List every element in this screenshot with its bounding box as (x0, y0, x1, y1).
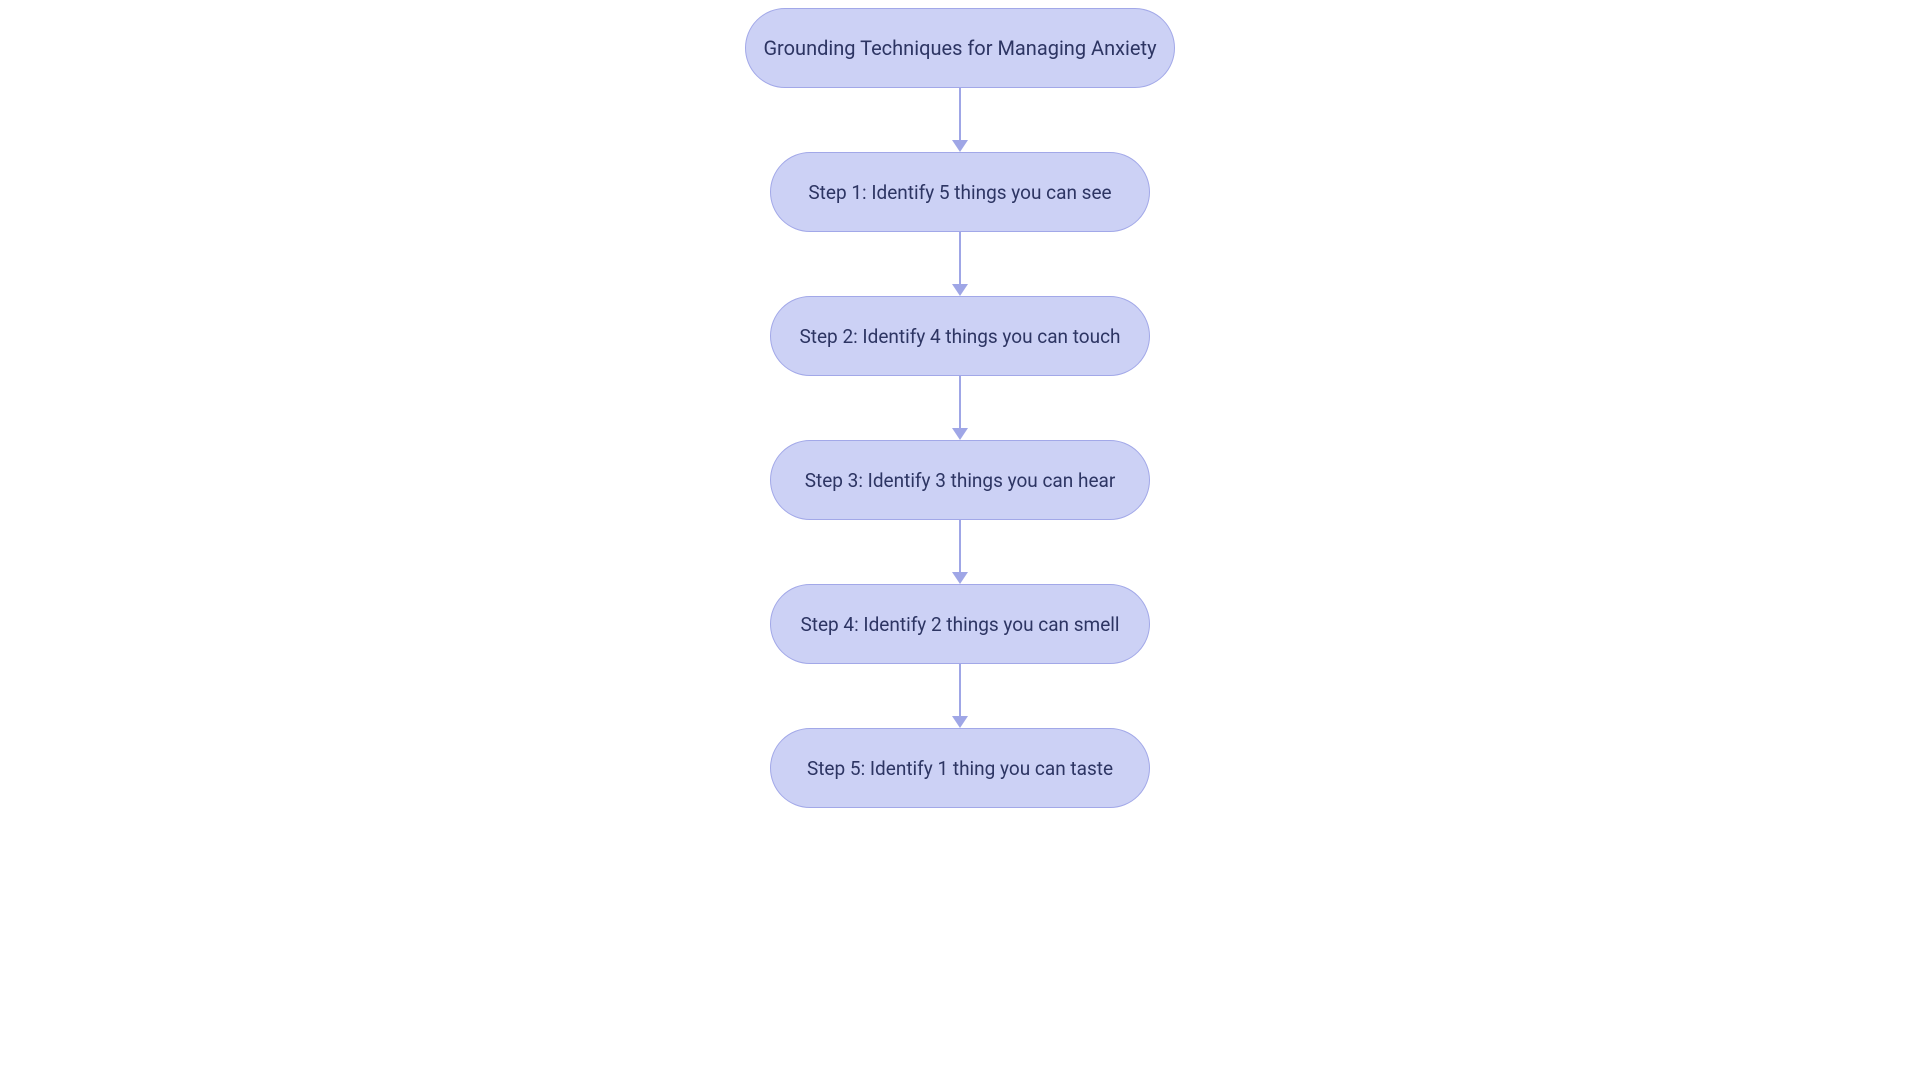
flowchart-arrow (952, 664, 968, 728)
arrow-head-icon (952, 284, 968, 296)
flowchart-arrow (952, 88, 968, 152)
arrow-line (959, 376, 961, 428)
flowchart-arrow (952, 376, 968, 440)
flowchart-arrow (952, 520, 968, 584)
flowchart-arrow (952, 232, 968, 296)
flowchart-step-label: Step 2: Identify 4 things you can touch (799, 325, 1120, 348)
arrow-head-icon (952, 428, 968, 440)
flowchart-step-label: Step 1: Identify 5 things you can see (808, 181, 1111, 204)
flowchart-step-node: Step 3: Identify 3 things you can hear (770, 440, 1150, 520)
flowchart-step-label: Step 3: Identify 3 things you can hear (805, 469, 1116, 492)
flowchart-step-node: Step 5: Identify 1 thing you can taste (770, 728, 1150, 808)
flowchart-title-node: Grounding Techniques for Managing Anxiet… (745, 8, 1175, 88)
arrow-head-icon (952, 572, 968, 584)
arrow-line (959, 232, 961, 284)
arrow-line (959, 664, 961, 716)
arrow-line (959, 520, 961, 572)
flowchart-step-label: Step 4: Identify 2 things you can smell (800, 613, 1119, 636)
arrow-head-icon (952, 140, 968, 152)
flowchart-step-label: Step 5: Identify 1 thing you can taste (807, 757, 1113, 780)
flowchart-container: Grounding Techniques for Managing Anxiet… (745, 8, 1175, 808)
flowchart-title-label: Grounding Techniques for Managing Anxiet… (763, 36, 1156, 60)
flowchart-step-node: Step 4: Identify 2 things you can smell (770, 584, 1150, 664)
flowchart-step-node: Step 2: Identify 4 things you can touch (770, 296, 1150, 376)
flowchart-step-node: Step 1: Identify 5 things you can see (770, 152, 1150, 232)
arrow-line (959, 88, 961, 140)
arrow-head-icon (952, 716, 968, 728)
